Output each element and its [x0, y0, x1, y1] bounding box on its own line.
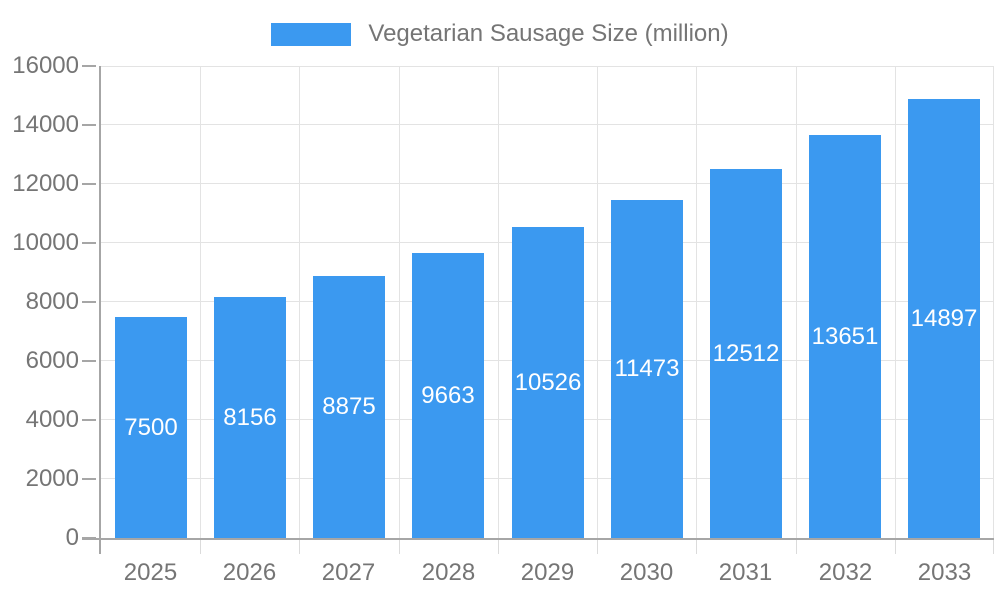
- bar-value-label: 13651: [811, 322, 879, 350]
- x-axis-label: 2030: [619, 559, 674, 586]
- y-axis-label: 2000: [25, 465, 79, 492]
- bar-2032[interactable]: 13651: [809, 135, 881, 538]
- y-axis-tick: [82, 419, 96, 421]
- y-axis-tick: [82, 242, 96, 244]
- gridline-v: [299, 66, 300, 538]
- bar-value-label: 7500: [124, 413, 178, 441]
- x-axis-tick: [895, 540, 896, 554]
- bar-2026[interactable]: 8156: [214, 297, 286, 538]
- x-axis-tick: [993, 540, 994, 554]
- x-axis-label: 2025: [123, 559, 178, 586]
- gridline-v: [498, 66, 499, 538]
- bar-value-label: 8875: [322, 393, 376, 420]
- y-axis-label: 14000: [12, 111, 79, 138]
- y-axis-label: 10000: [12, 229, 79, 256]
- bar-value-label: 8156: [223, 403, 277, 431]
- y-axis-label: 6000: [25, 347, 79, 374]
- bar-2027[interactable]: 8875: [313, 276, 385, 538]
- gridline-v: [696, 66, 697, 538]
- bar-value-label: 9663: [421, 381, 475, 409]
- gridline-v: [399, 66, 400, 538]
- x-axis-label: 2027: [321, 559, 376, 586]
- legend-swatch: [271, 22, 352, 46]
- bar-value-label: 11473: [614, 355, 680, 382]
- legend-label: Vegetarian Sausage Size (million): [368, 20, 729, 47]
- bar-value-label: 10526: [514, 368, 582, 396]
- x-axis-label: 2031: [718, 559, 773, 586]
- y-axis-tick: [82, 478, 96, 480]
- y-axis-label: 0: [65, 524, 79, 551]
- plot-area: 0 2000 4000 6000 8000 10000 12000 14000 16000 750…: [12, 52, 994, 586]
- bar-2033[interactable]: 14897: [908, 99, 980, 538]
- x-axis-label: 2028: [421, 559, 476, 586]
- x-axis-tick: [796, 540, 797, 554]
- x-axis-label: 2033: [917, 559, 972, 586]
- x-axis-tick: [399, 540, 400, 554]
- y-axis-label: 8000: [25, 288, 79, 315]
- x-axis-label: 2032: [818, 559, 873, 586]
- x-axis-tick: [498, 540, 499, 554]
- x-axis-tick: [299, 540, 300, 554]
- gridline-h: [101, 66, 994, 67]
- y-axis-tick: [82, 124, 96, 126]
- bar-value-label: 12512: [712, 339, 780, 367]
- bar-2025[interactable]: 7500: [115, 317, 187, 538]
- gridline-v: [993, 66, 994, 538]
- y-axis-tick: [82, 301, 96, 303]
- bar-2030[interactable]: 11473: [611, 200, 683, 538]
- bar-2028[interactable]: 9663: [412, 253, 484, 538]
- y-axis-label: 12000: [12, 170, 79, 197]
- gridline-h: [101, 124, 994, 125]
- gridline-h: [101, 183, 994, 184]
- y-axis-label: 16000: [12, 52, 79, 79]
- legend: Vegetarian Sausage Size (million): [0, 20, 1000, 48]
- x-axis-label: 2026: [222, 559, 277, 586]
- y-axis-line: [99, 66, 101, 554]
- x-axis-tick: [597, 540, 598, 554]
- gridline-v: [796, 66, 797, 538]
- gridline-v: [895, 66, 896, 538]
- y-axis-tick: [82, 183, 96, 185]
- gridline-v: [597, 66, 598, 538]
- x-axis-tick: [696, 540, 697, 554]
- legend-item[interactable]: Vegetarian Sausage Size (million): [271, 20, 729, 48]
- bar-2029[interactable]: 10526: [512, 227, 584, 538]
- bar-2031[interactable]: 12512: [710, 169, 782, 538]
- y-axis-label: 4000: [25, 406, 79, 433]
- x-axis-label: 2029: [520, 559, 575, 586]
- x-axis-tick: [200, 540, 201, 554]
- y-axis-tick: [82, 360, 96, 362]
- gridline-v: [200, 66, 201, 538]
- bar-value-label: 14897: [910, 304, 978, 332]
- y-axis-tick: [82, 65, 96, 67]
- y-axis-tick: [82, 537, 96, 539]
- x-axis-line: [82, 538, 994, 540]
